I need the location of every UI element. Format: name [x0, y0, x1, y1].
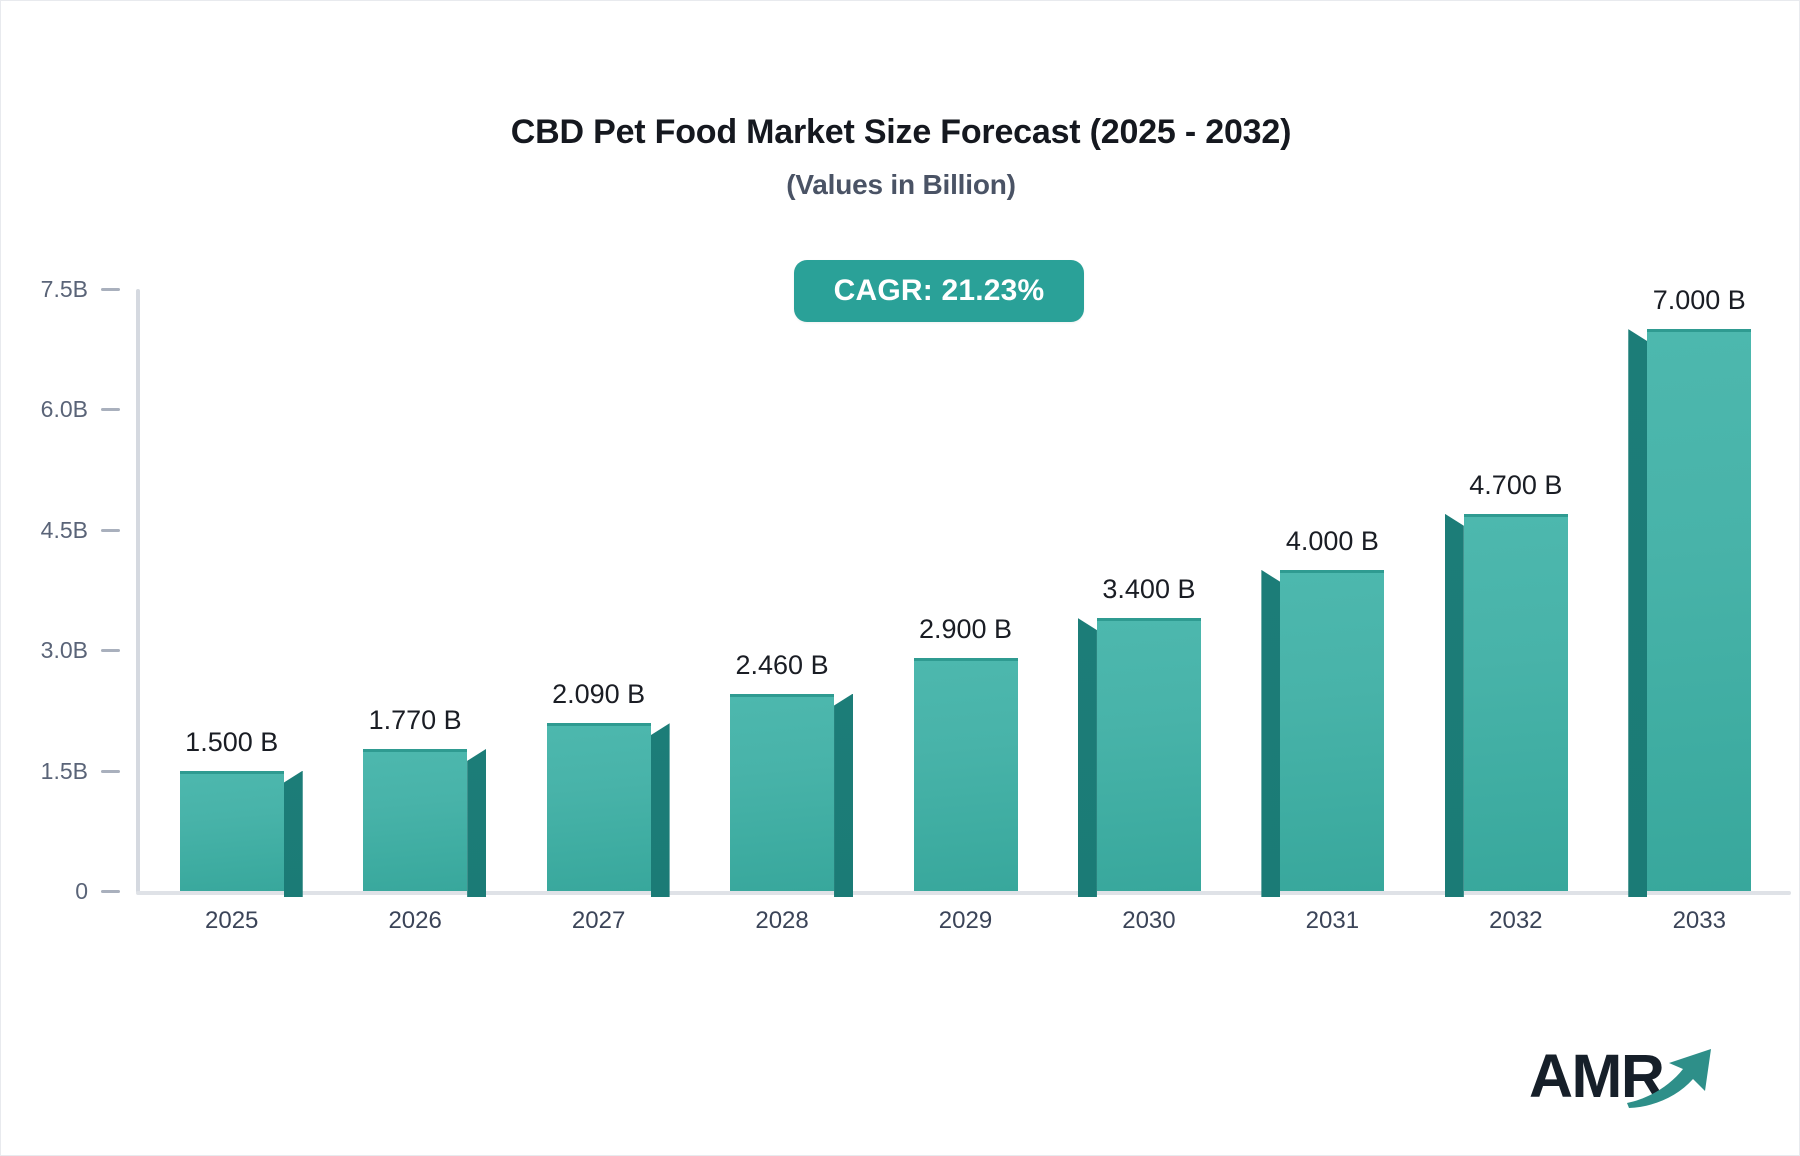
bar	[363, 748, 487, 897]
bar-face	[363, 748, 468, 891]
bar-3d-side	[1261, 569, 1281, 897]
bar	[1077, 618, 1201, 897]
y-axis-tick: 1.5B	[1, 758, 136, 784]
y-axis-tick: 7.5B	[1, 276, 136, 302]
bar-value-label: 1.500 B	[185, 726, 279, 757]
bar-value-label: 1.770 B	[368, 704, 462, 735]
bar	[913, 658, 1018, 891]
bar-top-edge	[1647, 329, 1752, 333]
bar	[1628, 329, 1752, 897]
bar-3d-side	[834, 693, 854, 897]
x-axis-label: 2031	[1305, 907, 1360, 934]
y-axis-tick-label: 7.5B	[40, 276, 88, 302]
y-axis-tick-mark	[101, 288, 120, 291]
bar-value-label: 2.900 B	[918, 614, 1013, 645]
x-axis-label: 2026	[388, 907, 442, 934]
bar-3d-side	[1077, 618, 1097, 897]
bar-value-label: 4.000 B	[1285, 525, 1379, 556]
x-axis-label: 2033	[1672, 907, 1726, 934]
bar-top-edge	[546, 723, 651, 727]
y-axis-tick-mark	[101, 528, 120, 532]
bar-top-edge	[363, 748, 468, 752]
bar-face	[1280, 569, 1385, 891]
x-axis-label: 2028	[755, 907, 809, 934]
y-axis-tick-label: 1.5B	[40, 757, 88, 784]
x-axis-label: 2025	[205, 907, 259, 934]
bar-value-label: 3.400 B	[1102, 574, 1196, 605]
y-axis-tick-label: 6.0B	[40, 396, 88, 423]
bar-face	[913, 658, 1018, 891]
x-axis-label: 2030	[1122, 907, 1176, 934]
chart-title: CBD Pet Food Market Size Forecast (2025 …	[510, 113, 1292, 151]
y-axis-tick-label: 4.5B	[40, 516, 88, 543]
x-axis-label: 2029	[938, 907, 993, 934]
bar	[1261, 569, 1385, 897]
y-axis-tick-mark	[101, 769, 120, 773]
y-axis-tick: 3.0B	[1, 637, 136, 663]
bar-3d-side	[283, 770, 303, 897]
bar-3d-side	[650, 723, 670, 897]
bar-value-label: 2.090 B	[552, 679, 646, 710]
y-axis-line	[136, 289, 140, 893]
y-axis-tick: 0	[1, 878, 136, 904]
bar-face	[1647, 329, 1752, 891]
bar-3d-side	[1444, 513, 1464, 897]
bar-face	[546, 723, 651, 891]
bar-face	[179, 770, 284, 891]
amr-logo: AMR	[1529, 1035, 1719, 1111]
x-axis-label: 2032	[1489, 907, 1543, 934]
bar-3d-side	[467, 748, 487, 897]
cagr-badge-label: CAGR: 21.23%	[833, 274, 1045, 307]
bar	[546, 723, 670, 897]
growth-arrow-icon	[1627, 1049, 1711, 1108]
bar-top-edge	[730, 693, 835, 697]
bar-value-label: 2.460 B	[735, 649, 829, 680]
y-axis-tick-label: 0	[75, 878, 88, 904]
bar-3d-side	[1628, 329, 1648, 897]
bar-value-label: 7.000 B	[1652, 285, 1746, 316]
bar-face	[1096, 618, 1201, 891]
bar	[730, 693, 854, 897]
cagr-badge: CAGR: 21.23%	[794, 260, 1084, 322]
bar-top-edge	[913, 658, 1018, 662]
bar	[179, 770, 303, 897]
y-axis-tick-mark	[101, 890, 120, 893]
bar-top-edge	[1096, 618, 1201, 622]
y-axis-tick: 4.5B	[1, 517, 136, 543]
chart-subtitle: (Values in Billion)	[786, 169, 1016, 200]
y-axis-tick-mark	[101, 649, 120, 653]
y-axis-tick-label: 3.0B	[40, 637, 88, 664]
bar-top-edge	[1463, 513, 1568, 517]
bar-top-edge	[179, 770, 284, 774]
x-axis-line	[136, 891, 1791, 895]
bar-top-edge	[1280, 569, 1385, 573]
bar-face	[1463, 513, 1568, 891]
bar-face	[730, 693, 835, 891]
bar	[1444, 513, 1568, 897]
y-axis-tick: 6.0B	[1, 396, 136, 422]
y-axis-tick-mark	[101, 408, 120, 412]
bar-value-label: 4.700 B	[1469, 469, 1563, 500]
x-axis-label: 2027	[571, 907, 626, 934]
